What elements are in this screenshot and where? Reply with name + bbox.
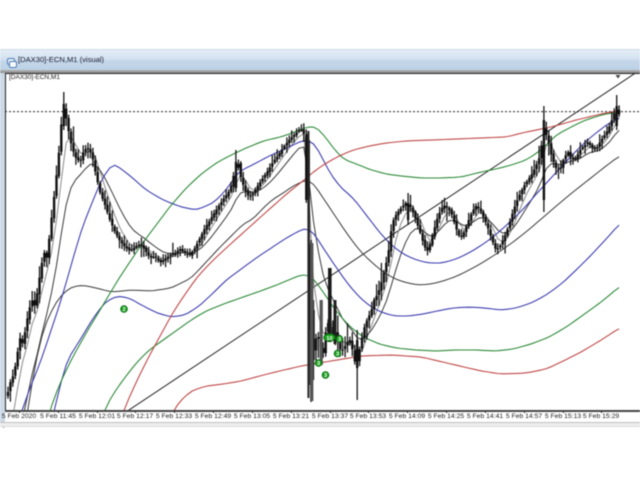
svg-text:10: 10 [326, 336, 332, 342]
svg-text:3: 3 [324, 373, 327, 379]
svg-text:2: 2 [122, 307, 125, 313]
svg-text:3: 3 [317, 361, 320, 367]
svg-text:3: 3 [336, 352, 339, 358]
svg-text:3: 3 [338, 337, 341, 343]
